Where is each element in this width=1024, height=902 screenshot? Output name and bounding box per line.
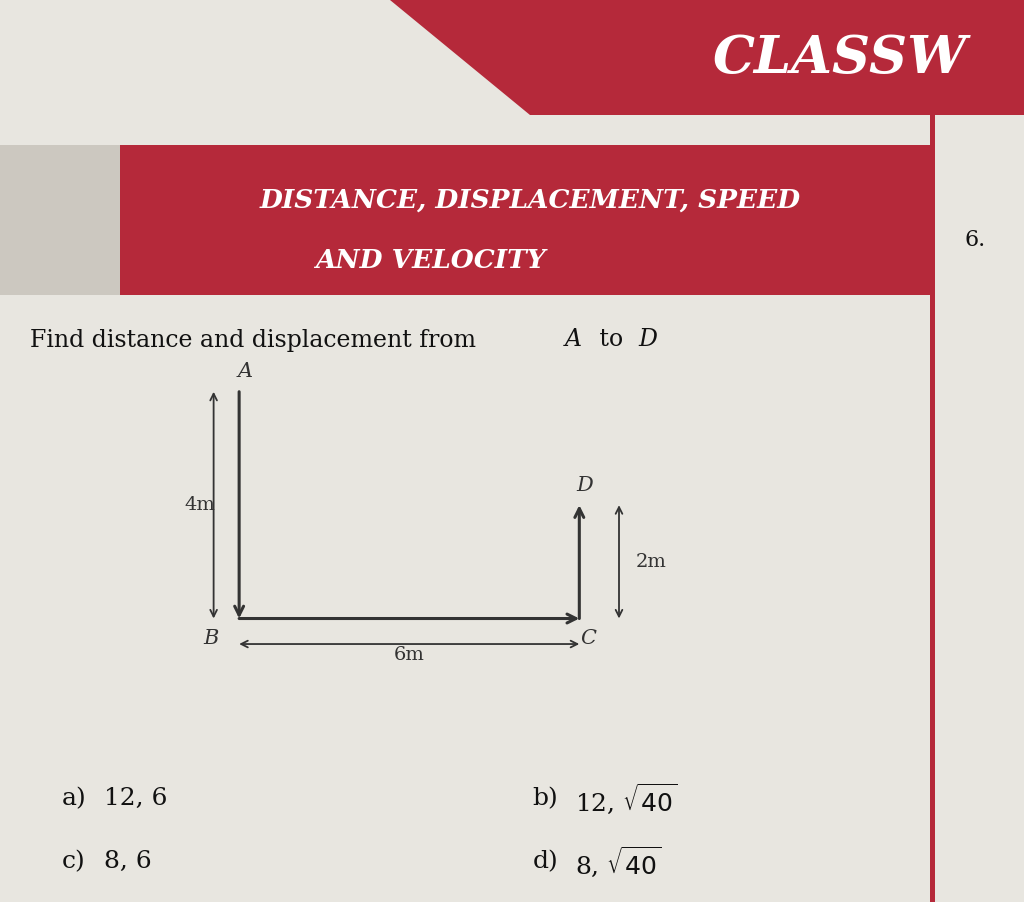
Text: d): d) <box>532 850 558 873</box>
Bar <box>0 145 930 295</box>
Text: to: to <box>592 328 631 352</box>
Text: B: B <box>203 629 218 648</box>
Text: 12, 6: 12, 6 <box>104 787 168 810</box>
Text: a): a) <box>61 787 86 810</box>
Text: Find distance and displacement from: Find distance and displacement from <box>30 328 483 352</box>
Text: D: D <box>577 475 593 495</box>
Text: A: A <box>565 328 582 352</box>
Text: b): b) <box>532 787 558 810</box>
Text: AND VELOCITY: AND VELOCITY <box>314 247 546 272</box>
Polygon shape <box>390 0 1024 115</box>
Text: c): c) <box>61 850 85 873</box>
Text: 6.: 6. <box>965 229 986 251</box>
Text: 6m: 6m <box>394 647 425 665</box>
Text: CLASSW: CLASSW <box>713 32 968 84</box>
Text: DISTANCE, DISPLACEMENT, SPEED: DISTANCE, DISPLACEMENT, SPEED <box>259 188 801 213</box>
Bar <box>0 145 120 295</box>
Text: 2m: 2m <box>636 553 667 571</box>
Text: D: D <box>638 328 657 352</box>
Text: C: C <box>580 629 596 648</box>
Text: 12, $\sqrt{40}$: 12, $\sqrt{40}$ <box>575 781 678 815</box>
Text: 8, $\sqrt{40}$: 8, $\sqrt{40}$ <box>575 844 662 879</box>
Text: A: A <box>238 363 252 382</box>
Text: 8, 6: 8, 6 <box>104 850 153 873</box>
Bar <box>930 0 935 902</box>
Text: 4m: 4m <box>184 496 215 514</box>
